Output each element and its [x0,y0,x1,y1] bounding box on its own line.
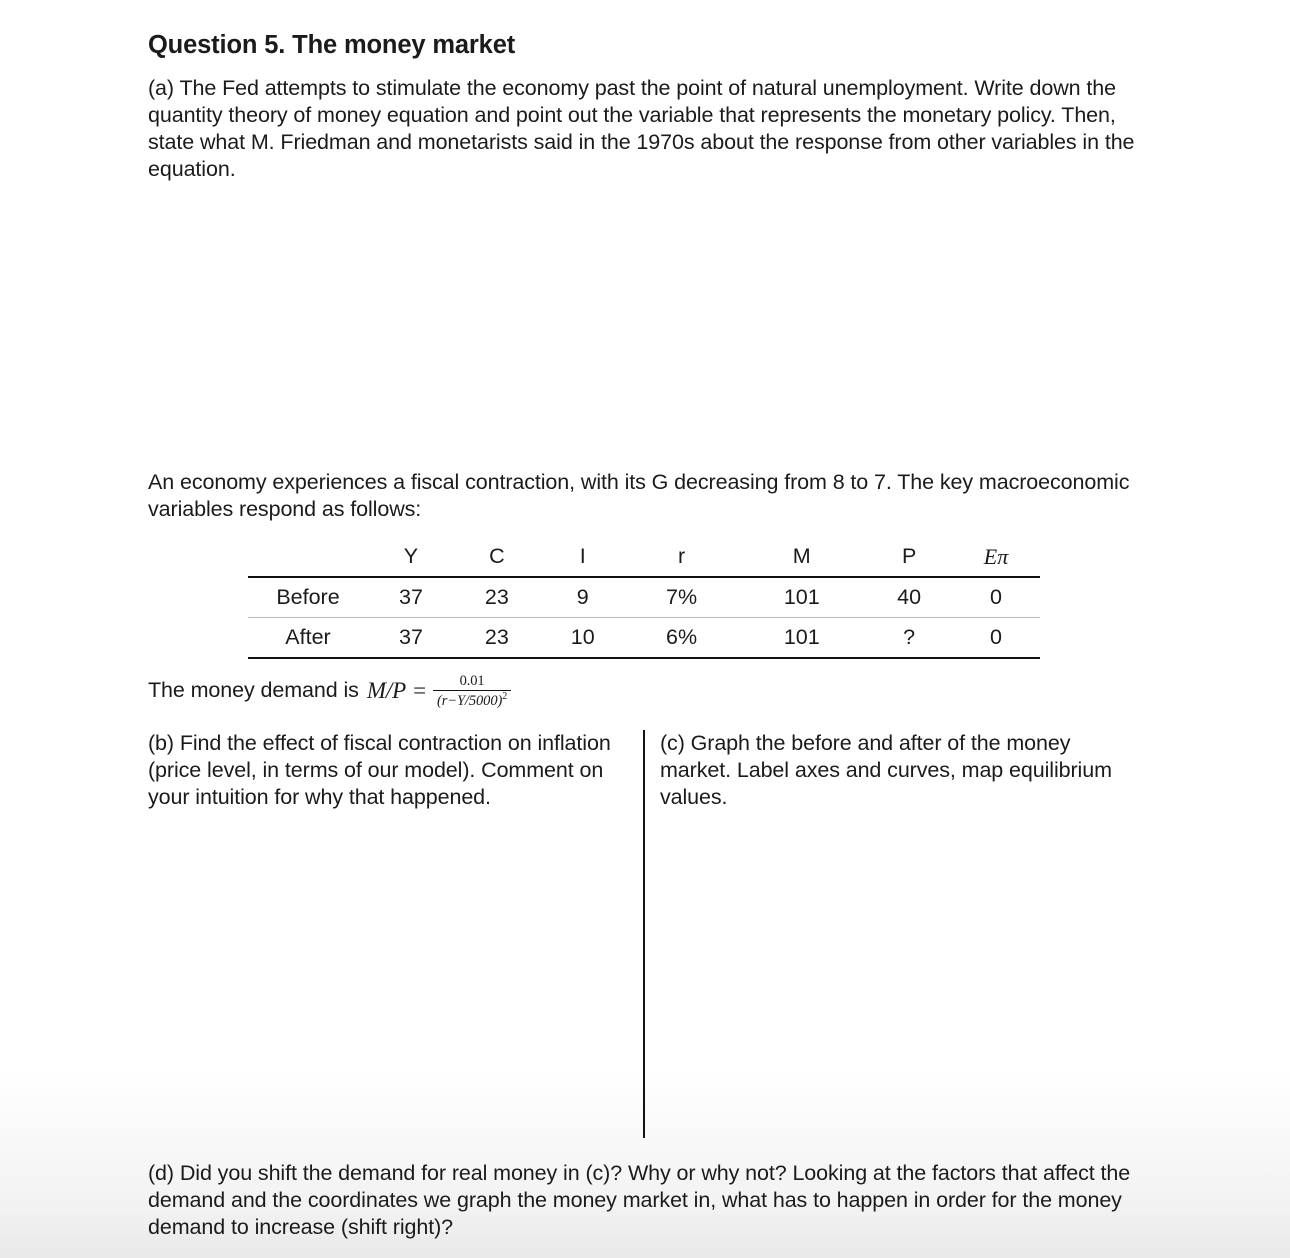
equation-numerator: 0.01 [459,672,485,689]
parts-b-c-columns: (b) Find the effect of fiscal contractio… [148,730,1148,1139]
column-header-I: I [579,544,586,569]
part-c-column: (c) Graph the before and after of the mo… [645,730,1145,1138]
cell-before-C: 23 [484,584,509,609]
column-divider [643,730,645,1139]
cell-before-M: 101 [783,584,820,609]
column-header-P: P [901,544,917,569]
cell-after-Epi: 0 [990,624,1003,649]
table-row: Before 37 23 9 7% 101 40 0 [248,577,1040,618]
cell-after-Y: 37 [398,624,423,649]
cell-after-I: 10 [570,624,595,649]
column-header-Y: Y [403,544,419,569]
part-a-text: (a) The Fed attempts to stimulate the ec… [148,75,1135,181]
table-row: After 37 23 10 6% 101 ? 0 [248,617,1040,658]
cell-after-M: 101 [783,624,820,649]
fraction-bar [433,689,512,692]
part-c-text: (c) Graph the before and after of the mo… [660,731,1112,810]
table-header-row: Y C I r M P Eπ [248,541,1040,577]
scenario-intro-text: An economy experiences a fiscal contract… [148,469,1130,521]
equation-equals-sign: = [413,677,427,703]
column-header-M: M [792,544,811,569]
cell-after-r: 6% [665,624,698,649]
macro-variables-table: Y C I r M P Eπ Before 37 23 9 7% 101 4 [248,541,1040,659]
row-label-after: After [285,624,331,649]
column-header-blank [248,541,368,577]
row-label-before: Before [276,584,340,609]
denominator-base: (r−Y/5000) [437,693,503,710]
cell-before-P: 40 [897,584,922,609]
equation-fraction: 0.01 (r−Y/5000)2 [433,672,512,710]
denominator-exponent: 2 [502,691,508,703]
cell-after-P: ? [903,624,916,649]
equation-lead-text: The money demand is [148,678,359,703]
macro-table-wrapper: Y C I r M P Eπ Before 37 23 9 7% 101 4 [248,541,1040,659]
worksheet-body: Question 5. The money market (a) The Fed… [148,0,1148,1241]
column-header-C: C [489,544,505,569]
cell-before-I: 9 [576,584,589,609]
cell-before-r: 7% [665,584,698,609]
table-body: Before 37 23 9 7% 101 40 0 After 37 23 1… [248,577,1040,658]
part-d-text: (d) Did you shift the demand for real mo… [148,1161,1131,1240]
equation-denominator: (r−Y/5000)2 [433,691,511,709]
table-header: Y C I r M P Eπ [248,541,1040,577]
part-d-section: (d) Did you shift the demand for real mo… [148,1160,1148,1241]
cell-after-C: 23 [484,624,509,649]
part-a-answer-space [148,183,1148,455]
column-header-r: r [677,544,686,569]
part-b-column: (b) Find the effect of fiscal contractio… [148,730,643,1138]
cell-before-Epi: 0 [990,584,1003,609]
page-title: Question 5. The money market [148,31,516,59]
cell-before-Y: 37 [398,584,423,609]
part-b-text: (b) Find the effect of fiscal contractio… [148,731,611,810]
column-header-expected-inflation: Eπ [983,543,1009,569]
money-demand-equation: The money demand is M/P = 0.01 (r−Y/5000… [148,673,1148,709]
equation-lhs: M/P [366,677,407,703]
